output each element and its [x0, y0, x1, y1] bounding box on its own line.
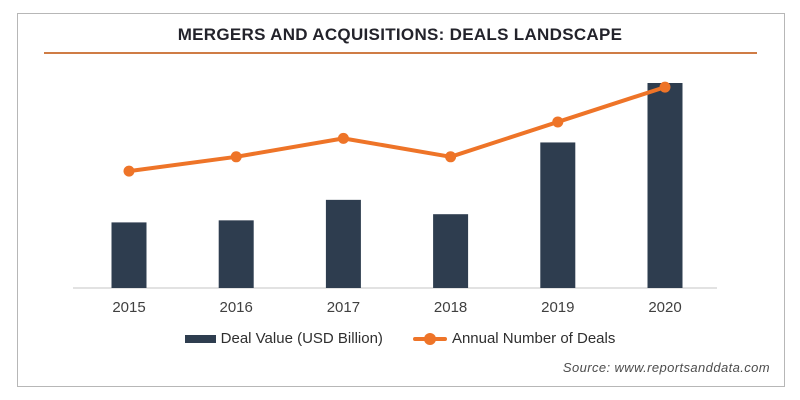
line-marker-2015 — [123, 165, 135, 177]
x-tick-label-2016: 2016 — [219, 299, 253, 316]
bar-series-swatch-icon — [184, 334, 216, 343]
line-marker-2020 — [659, 81, 671, 93]
chart-title: MERGERS AND ACQUISITIONS: DEALS LANDSCAP… — [177, 25, 623, 44]
bar-2018 — [433, 214, 469, 288]
bar-2016 — [218, 220, 254, 288]
line-marker-2018 — [445, 151, 457, 163]
plot-area — [73, 81, 717, 289]
bar-2019 — [540, 142, 576, 288]
line-marker-2017 — [337, 132, 349, 144]
x-tick-label-2017: 2017 — [326, 299, 361, 316]
x-tick-label-2015: 2015 — [112, 299, 146, 316]
line-series-swatch-icon — [412, 332, 447, 345]
x-tick-label-2019: 2019 — [541, 299, 575, 316]
legend-label: Annual Number of Deals — [451, 330, 616, 347]
x-axis-labels: 2015 2016 2017 2018 2019 2020 — [0, 299, 800, 319]
legend-item-deal-value: Deal Value (USD Billion) — [184, 330, 383, 347]
chart-legend: Deal Value (USD Billion) Annual Number o… — [0, 330, 800, 347]
bar-2015 — [111, 222, 147, 288]
source-attribution: Source: www.reportsanddata.com — [562, 360, 770, 375]
bar-2017 — [325, 199, 361, 288]
x-tick-label-2020: 2020 — [648, 299, 682, 316]
line-marker-2019 — [552, 116, 564, 128]
legend-item-annual-deals: Annual Number of Deals — [412, 330, 616, 347]
bar-2020 — [647, 83, 683, 288]
line-series — [127, 85, 667, 174]
x-tick-label-2018: 2018 — [433, 299, 468, 316]
title-underline-rule — [44, 52, 757, 54]
line-marker-2016 — [230, 151, 242, 163]
legend-label: Deal Value (USD Billion) — [220, 330, 383, 347]
